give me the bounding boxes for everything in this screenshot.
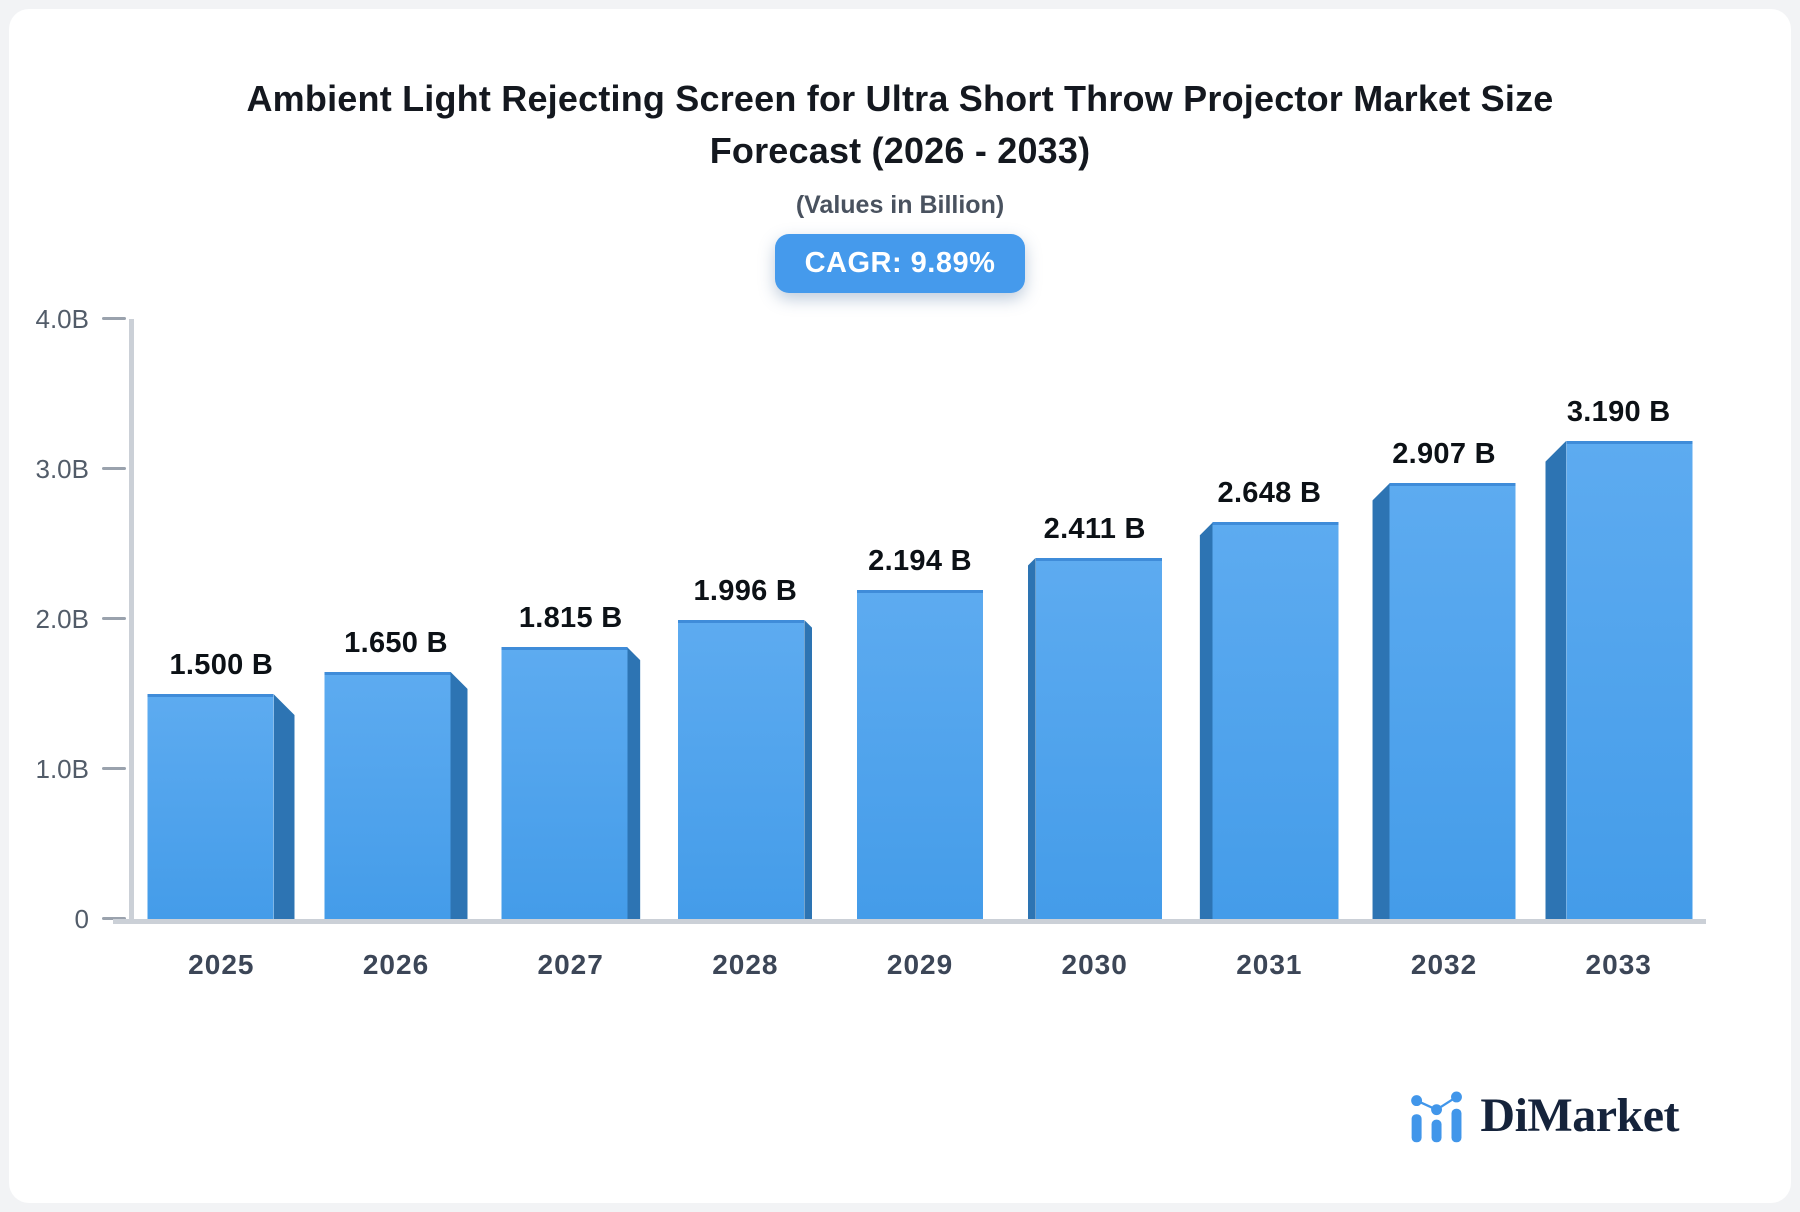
- bar-front-face: [1035, 557, 1162, 920]
- bar-side-face: [804, 619, 813, 920]
- bar-value-label: 1.996 B: [693, 574, 798, 607]
- bar: [501, 647, 641, 920]
- bar-side-face: [450, 671, 468, 920]
- cagr-badge: CAGR: 9.89%: [774, 234, 1026, 294]
- y-tick-label: 3.0B: [35, 454, 90, 485]
- x-category-label: 2026: [362, 949, 430, 981]
- bar: [857, 590, 984, 920]
- bar: [678, 619, 813, 920]
- report-card: Ambient Light Rejecting Screen for Ultra…: [9, 9, 1791, 1203]
- bar-front-face: [678, 619, 805, 920]
- bar: [1372, 483, 1516, 920]
- y-tick-dash: [102, 617, 126, 621]
- bar: [1199, 522, 1339, 920]
- bar-value-label: 1.650 B: [344, 626, 448, 659]
- bar-slot: 1.650 B 2026: [309, 319, 484, 980]
- brand-name: DiMarket: [1480, 1089, 1679, 1142]
- y-tick-dash: [102, 917, 126, 921]
- x-category-label: 2027: [537, 949, 604, 981]
- brand-logo: DiMarket: [1408, 1088, 1679, 1143]
- bar-front-face: [501, 647, 628, 920]
- bar-value-label: 1.815 B: [518, 602, 623, 635]
- bar-value-label: 1.500 B: [169, 649, 274, 682]
- bar-front-face: [147, 694, 274, 920]
- y-tick-label: 0: [74, 904, 89, 935]
- plot-area: 1.500 B 2025 1.650 B 2026 1.815 B 2027 1.996 B…: [129, 319, 1706, 980]
- x-category-label: 2028: [712, 949, 779, 981]
- bar-side-face: [1372, 483, 1390, 920]
- bar-value-label: 2.648 B: [1217, 477, 1322, 510]
- bar-slot: 2.194 B 2029: [833, 319, 1008, 980]
- bar-side-face: [1027, 557, 1036, 920]
- bar-slot: 2.907 B 2032: [1357, 319, 1532, 980]
- bar-front-face: [1389, 483, 1516, 920]
- page-title: Ambient Light Rejecting Screen for Ultra…: [246, 78, 1554, 172]
- bar-chart-logo-icon: [1411, 1091, 1463, 1142]
- bar-side-face: [1199, 522, 1213, 920]
- bar-value-label: 2.411 B: [1043, 512, 1146, 545]
- x-category-label: 2031: [1236, 949, 1303, 981]
- bar: [147, 694, 295, 920]
- bar-front-face: [1566, 440, 1693, 920]
- bar-slot: 1.996 B 2028: [658, 319, 833, 980]
- chart-header: Ambient Light Rejecting Screen for Ultra…: [9, 9, 1791, 294]
- y-tick-dash: [102, 317, 126, 321]
- bar-slot: 1.815 B 2027: [483, 319, 658, 980]
- bar-side-face: [1545, 440, 1567, 920]
- bar-front-face: [1212, 522, 1339, 920]
- bar-slot: 3.190 B 2033: [1531, 319, 1706, 980]
- bar: [1027, 557, 1162, 920]
- bar-slot: 2.411 B 2030: [1007, 319, 1182, 980]
- bar: [1545, 440, 1693, 920]
- bar-slot: 2.648 B 2031: [1182, 319, 1357, 980]
- x-axis-line: [113, 919, 1706, 925]
- x-category-label: 2033: [1585, 949, 1652, 981]
- bar-slot: 1.500 B 2025: [134, 319, 309, 980]
- x-category-label: 2030: [1061, 949, 1128, 981]
- bar-side-face: [627, 647, 641, 920]
- y-axis: 4.0B 3.0B 2.0B 1.0B 0: [9, 304, 129, 934]
- y-tick-label: 2.0B: [35, 604, 90, 635]
- x-category-label: 2032: [1410, 949, 1478, 981]
- y-tick-dash: [102, 767, 126, 771]
- y-tick-label: 1.0B: [35, 754, 90, 785]
- y-tick-label: 4.0B: [35, 304, 90, 335]
- y-tick-dash: [102, 467, 126, 471]
- bar-front-face: [324, 671, 451, 920]
- bar-chart: 4.0B 3.0B 2.0B 1.0B 0 1.500 B 2025 1.650 B 2026…: [9, 304, 1791, 1009]
- bar-side-face: [273, 694, 295, 920]
- chart-subtitle: (Values in Billion): [795, 191, 1005, 220]
- bar: [324, 671, 468, 920]
- bar-front-face: [857, 590, 984, 920]
- bar-value-label: 2.194 B: [868, 545, 972, 578]
- x-category-label: 2029: [886, 949, 954, 981]
- bar-value-label: 3.190 B: [1566, 395, 1671, 428]
- bar-value-label: 2.907 B: [1392, 438, 1496, 471]
- x-category-label: 2025: [188, 949, 255, 981]
